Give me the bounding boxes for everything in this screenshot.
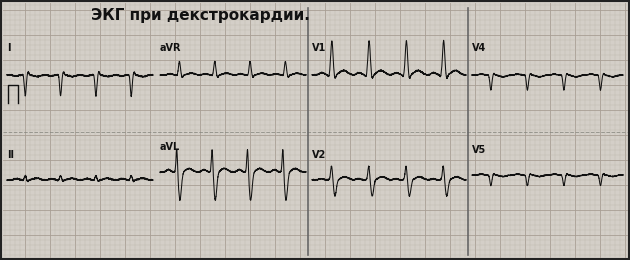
Text: aVR: aVR [160,43,181,53]
Text: V2: V2 [312,150,326,160]
Text: I: I [7,43,11,53]
Text: ЭКГ при декстрокардии.: ЭКГ при декстрокардии. [91,8,309,23]
Text: V5: V5 [472,145,486,155]
Text: V1: V1 [312,43,326,53]
Text: V4: V4 [472,43,486,53]
Text: aVL: aVL [160,142,180,152]
Text: II: II [7,150,14,160]
